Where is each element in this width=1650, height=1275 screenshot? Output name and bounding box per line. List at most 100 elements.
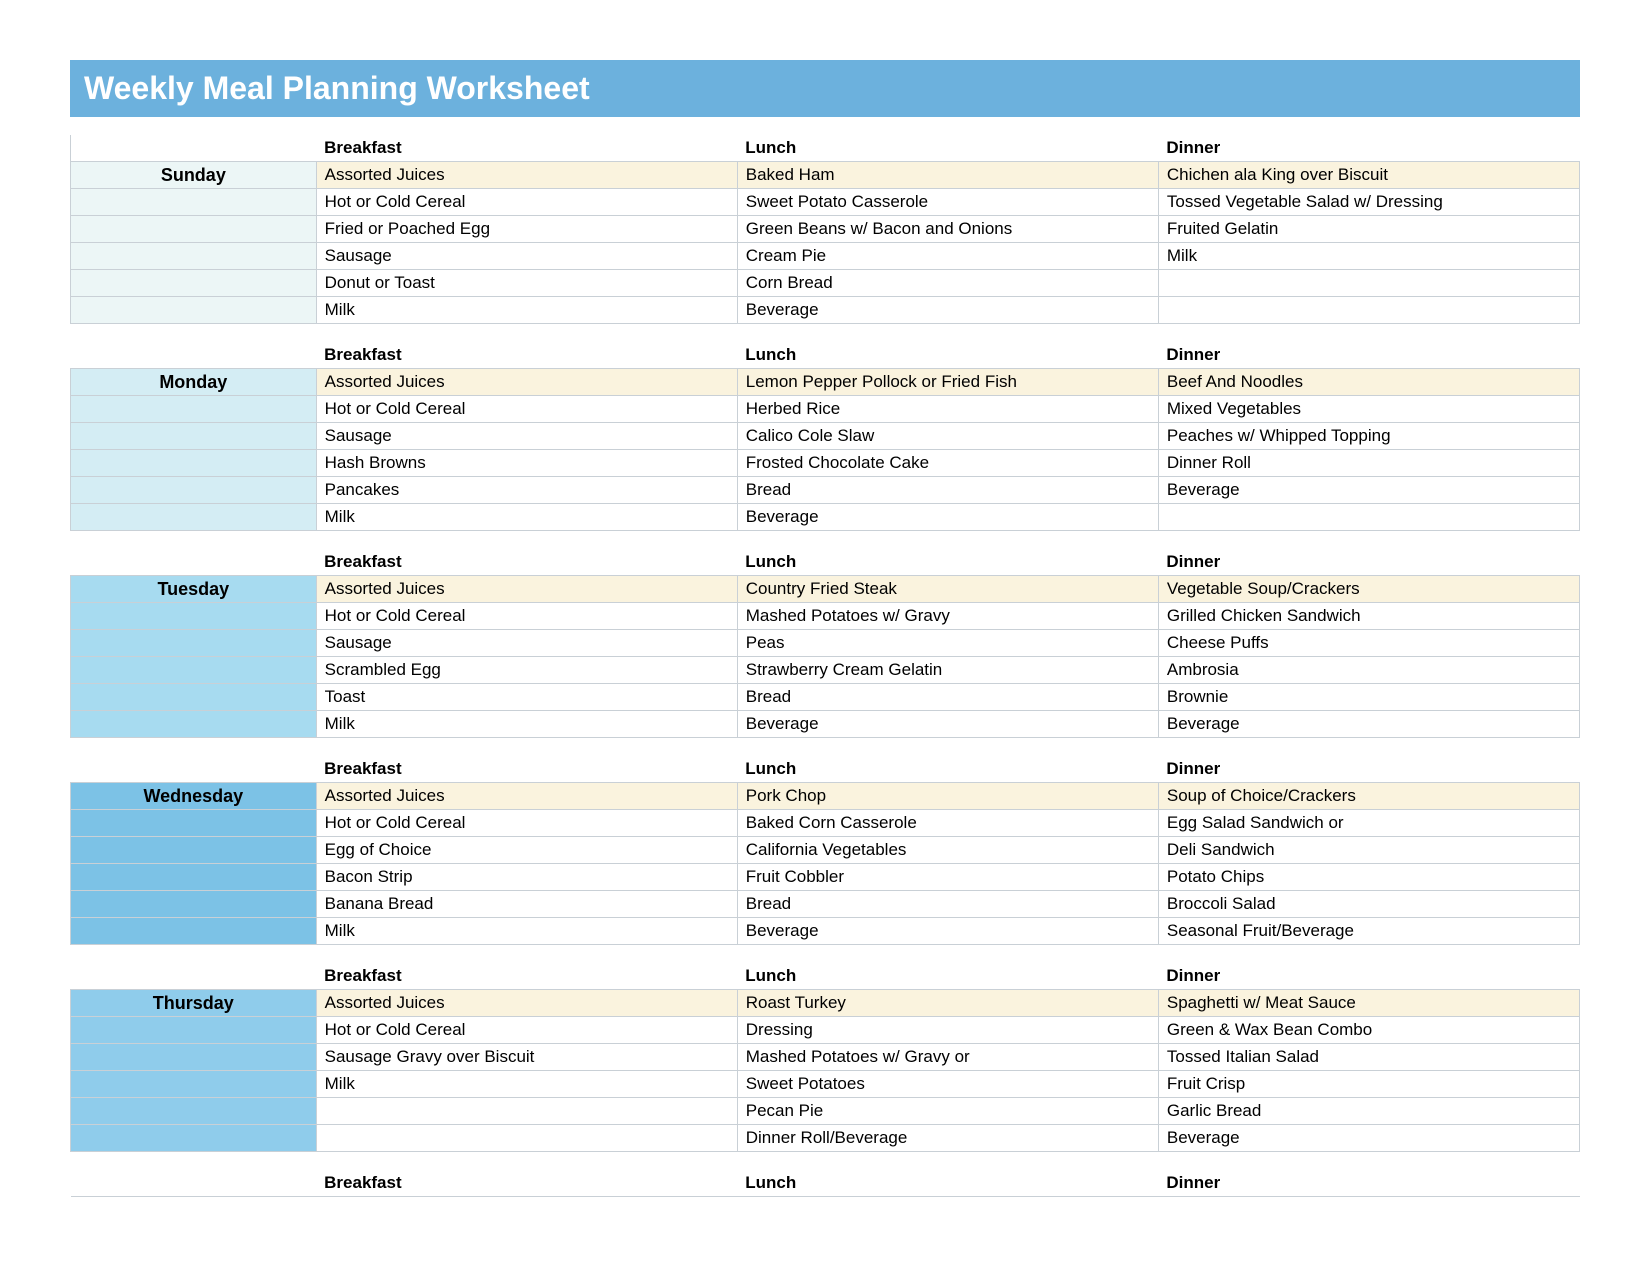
header-blank <box>71 549 317 576</box>
header-blank <box>71 342 317 369</box>
meal-header-breakfast: Breakfast <box>316 963 737 990</box>
meal-item: Bread <box>737 891 1158 918</box>
day-shade-cell <box>71 1071 317 1098</box>
meal-header-breakfast: Breakfast <box>316 135 737 162</box>
meal-item: Roast Turkey <box>737 990 1158 1017</box>
meal-header-lunch: Lunch <box>737 549 1158 576</box>
meal-item: Peas <box>737 630 1158 657</box>
meal-item: Bread <box>737 684 1158 711</box>
meal-item: Hot or Cold Cereal <box>316 810 737 837</box>
meal-item: Broccoli Salad <box>1158 891 1579 918</box>
meal-item <box>1158 270 1579 297</box>
meal-item: Corn Bread <box>737 270 1158 297</box>
day-shade-cell <box>71 810 317 837</box>
meal-item: Scrambled Egg <box>316 657 737 684</box>
day-label-tuesday: Tuesday <box>71 576 317 603</box>
meal-item: Lemon Pepper Pollock or Fried Fish <box>737 369 1158 396</box>
day-shade-cell <box>71 711 317 738</box>
meal-item: Dinner Roll/Beverage <box>737 1125 1158 1152</box>
meal-item: Pork Chop <box>737 783 1158 810</box>
meal-item: Beverage <box>737 918 1158 945</box>
day-shade-cell <box>71 1125 317 1152</box>
day-label-wednesday: Wednesday <box>71 783 317 810</box>
spacer <box>71 531 1580 550</box>
meal-item: Donut or Toast <box>316 270 737 297</box>
meal-item: Seasonal Fruit/Beverage <box>1158 918 1579 945</box>
meal-item: Vegetable Soup/Crackers <box>1158 576 1579 603</box>
meal-item: Tossed Italian Salad <box>1158 1044 1579 1071</box>
meal-item: Sweet Potatoes <box>737 1071 1158 1098</box>
day-shade-cell <box>71 1017 317 1044</box>
meal-item: Sweet Potato Casserole <box>737 189 1158 216</box>
meal-item: Beverage <box>737 504 1158 531</box>
day-shade-cell <box>71 423 317 450</box>
meal-item: Dinner Roll <box>1158 450 1579 477</box>
meal-item: Country Fried Steak <box>737 576 1158 603</box>
meal-item: Mixed Vegetables <box>1158 396 1579 423</box>
meal-item: Pecan Pie <box>737 1098 1158 1125</box>
meal-item: Fried or Poached Egg <box>316 216 737 243</box>
meal-item: Milk <box>316 504 737 531</box>
meal-item: Mashed Potatoes w/ Gravy or <box>737 1044 1158 1071</box>
meal-header-dinner: Dinner <box>1158 549 1579 576</box>
header-blank <box>71 756 317 783</box>
meal-item: California Vegetables <box>737 837 1158 864</box>
spacer <box>71 1152 1580 1171</box>
meal-item: Sausage <box>316 243 737 270</box>
meal-item: Milk <box>316 297 737 324</box>
meal-item: Ambrosia <box>1158 657 1579 684</box>
meal-item: Assorted Juices <box>316 369 737 396</box>
meal-header-lunch: Lunch <box>737 135 1158 162</box>
meal-plan-table: BreakfastLunchDinnerSundayAssorted Juice… <box>70 135 1580 1197</box>
meal-item: Assorted Juices <box>316 162 737 189</box>
day-shade-cell <box>71 837 317 864</box>
header-blank <box>71 963 317 990</box>
meal-header-lunch: Lunch <box>737 756 1158 783</box>
meal-item: Fruited Gelatin <box>1158 216 1579 243</box>
meal-item: Cheese Puffs <box>1158 630 1579 657</box>
meal-header-dinner: Dinner <box>1158 342 1579 369</box>
meal-header-dinner: Dinner <box>1158 756 1579 783</box>
meal-item: Beverage <box>737 297 1158 324</box>
day-shade-cell <box>71 684 317 711</box>
day-shade-cell <box>71 918 317 945</box>
day-label-sunday: Sunday <box>71 162 317 189</box>
meal-header-lunch: Lunch <box>737 342 1158 369</box>
meal-item: Sausage <box>316 423 737 450</box>
day-shade-cell <box>71 891 317 918</box>
meal-item: Spaghetti w/ Meat Sauce <box>1158 990 1579 1017</box>
meal-item <box>1158 297 1579 324</box>
meal-item: Milk <box>1158 243 1579 270</box>
meal-item: Hot or Cold Cereal <box>316 603 737 630</box>
meal-item: Hash Browns <box>316 450 737 477</box>
meal-header-breakfast: Breakfast <box>316 342 737 369</box>
meal-item: Hot or Cold Cereal <box>316 1017 737 1044</box>
meal-item: Chichen ala King over Biscuit <box>1158 162 1579 189</box>
meal-item: Pancakes <box>316 477 737 504</box>
day-shade-cell <box>71 1098 317 1125</box>
meal-item: Baked Ham <box>737 162 1158 189</box>
meal-item: Calico Cole Slaw <box>737 423 1158 450</box>
meal-item: Fruit Cobbler <box>737 864 1158 891</box>
meal-item: Mashed Potatoes w/ Gravy <box>737 603 1158 630</box>
meal-item <box>1158 504 1579 531</box>
meal-item: Beverage <box>737 711 1158 738</box>
meal-header-dinner: Dinner <box>1158 1170 1579 1197</box>
meal-item: Soup of Choice/Crackers <box>1158 783 1579 810</box>
meal-item: Tossed Vegetable Salad w/ Dressing <box>1158 189 1579 216</box>
header-blank <box>71 1170 317 1197</box>
day-shade-cell <box>71 396 317 423</box>
meal-header-breakfast: Breakfast <box>316 756 737 783</box>
meal-item: Beverage <box>1158 1125 1579 1152</box>
meal-item: Brownie <box>1158 684 1579 711</box>
day-shade-cell <box>71 189 317 216</box>
meal-item: Beverage <box>1158 477 1579 504</box>
meal-item: Herbed Rice <box>737 396 1158 423</box>
day-shade-cell <box>71 657 317 684</box>
meal-item: Milk <box>316 1071 737 1098</box>
day-shade-cell <box>71 1044 317 1071</box>
meal-item: Assorted Juices <box>316 783 737 810</box>
meal-item: Egg Salad Sandwich or <box>1158 810 1579 837</box>
meal-item: Sausage Gravy over Biscuit <box>316 1044 737 1071</box>
meal-item: Sausage <box>316 630 737 657</box>
